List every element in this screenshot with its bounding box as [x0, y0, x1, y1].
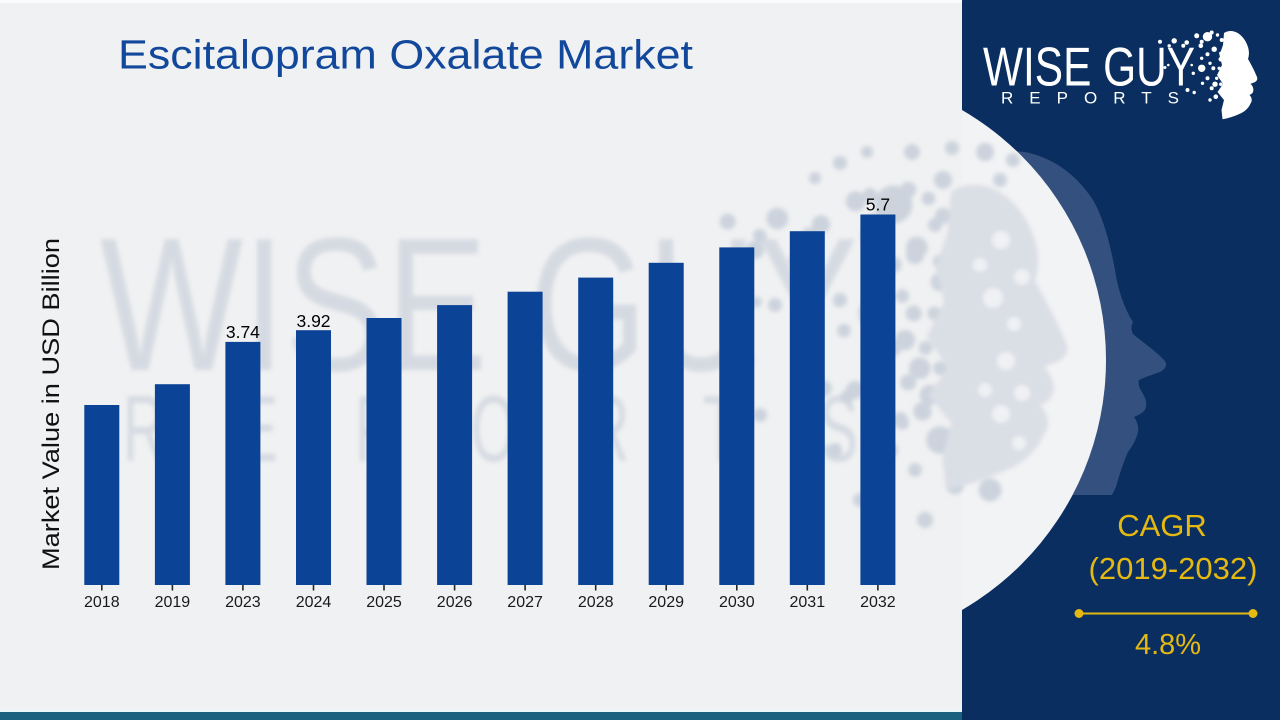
svg-text:2025: 2025 [366, 594, 402, 611]
svg-text:2032: 2032 [860, 594, 896, 611]
svg-text:4.8%: 4.8% [1135, 629, 1201, 661]
svg-text:2026: 2026 [437, 594, 473, 611]
svg-text:2027: 2027 [507, 594, 543, 611]
svg-text:2019: 2019 [155, 594, 191, 611]
svg-text:Escitalopram Oxalate Market: Escitalopram Oxalate Market [118, 32, 694, 78]
svg-text:2018: 2018 [84, 594, 120, 611]
svg-text:2031: 2031 [790, 594, 826, 611]
svg-text:3.74: 3.74 [226, 322, 260, 342]
svg-text:2023: 2023 [225, 594, 261, 611]
svg-text:CAGR: CAGR [1117, 508, 1207, 543]
svg-text:5.7: 5.7 [866, 195, 890, 215]
svg-text:Market Value in USD Billion: Market Value in USD Billion [38, 238, 65, 570]
svg-text:WISE GUY: WISE GUY [983, 36, 1195, 98]
svg-text:2024: 2024 [296, 594, 332, 611]
svg-text:2029: 2029 [648, 594, 684, 611]
svg-text:3.92: 3.92 [296, 311, 330, 331]
svg-text:(2019-2032): (2019-2032) [1089, 551, 1258, 586]
svg-text:2030: 2030 [719, 594, 755, 611]
svg-text:2028: 2028 [578, 594, 614, 611]
